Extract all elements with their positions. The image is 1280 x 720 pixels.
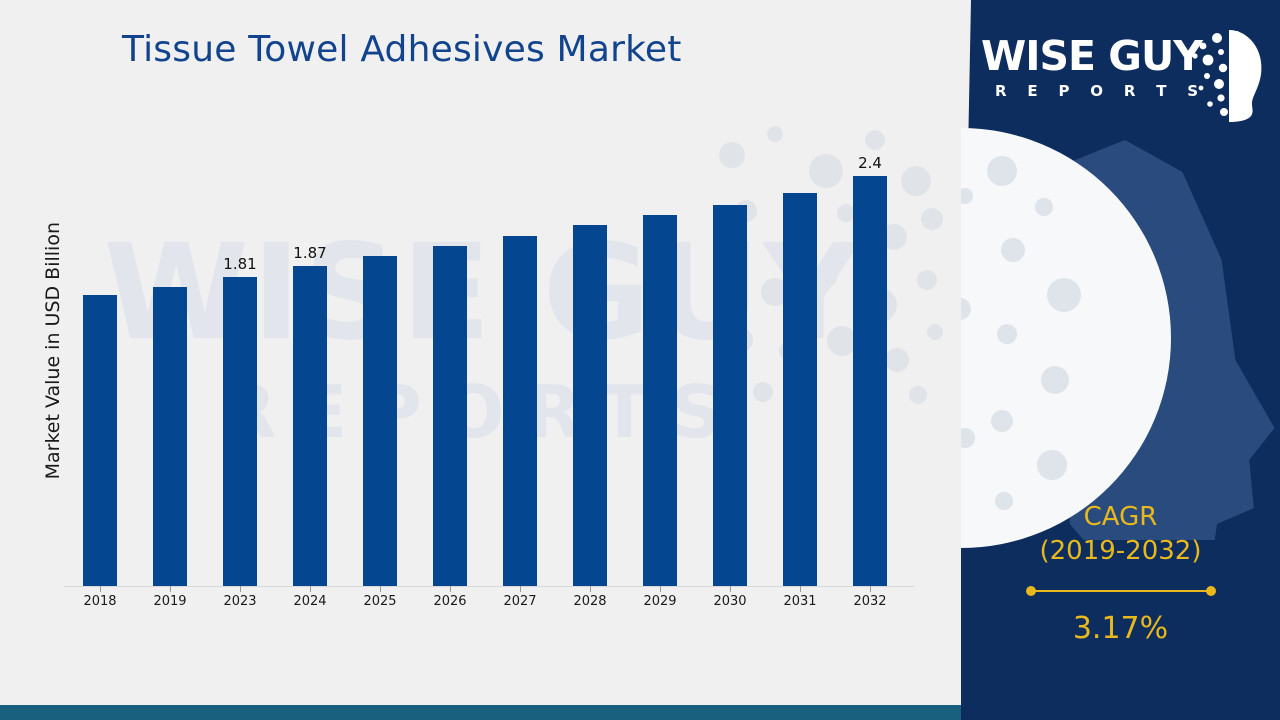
x-tick-2024: [310, 586, 311, 592]
cagr-label: CAGR: [1083, 502, 1158, 532]
x-axis-label-2028: 2028: [573, 594, 607, 609]
x-tick-2031: [800, 586, 801, 592]
x-tick-2019: [170, 586, 171, 592]
cagr-value: 3.17%: [1072, 610, 1169, 646]
bottom-accent-strip: [0, 705, 965, 720]
x-tick-2028: [590, 586, 591, 592]
bar-2023: [223, 276, 257, 586]
y-axis-label-text: Market Value in USD Billion: [42, 222, 64, 480]
logo-subtitle: R E P O R T S: [995, 82, 1206, 100]
bar-value-label-2032: 2.4: [858, 153, 882, 172]
divider-line: [1031, 589, 1210, 592]
chart-panel: WISE GUY REPORTS Tissue Towel Adhesives …: [0, 0, 965, 720]
bar-value-label-2023: 1.81: [223, 254, 257, 273]
x-tick-2023: [240, 586, 241, 592]
x-axis-label-2029: 2029: [643, 594, 677, 609]
x-tick-2030: [730, 586, 731, 592]
bar-series: 1.81 1.87 2.4: [64, 150, 924, 586]
x-tick-2025: [380, 586, 381, 592]
x-axis-label-2030: 2030: [713, 594, 747, 609]
chart-title: Tissue Towel Adhesives Market: [122, 29, 682, 70]
x-axis-label-2019: 2019: [153, 594, 187, 609]
x-axis-label-2027: 2027: [503, 594, 537, 609]
x-tick-2027: [520, 586, 521, 592]
x-tick-2029: [660, 586, 661, 592]
x-tick-2032: [870, 586, 871, 592]
bar-2025: [363, 256, 397, 586]
x-tick-2026: [450, 586, 451, 592]
bar-2026: [433, 245, 467, 586]
divider-dot-right: [1205, 585, 1216, 596]
bar-2030: [713, 204, 747, 586]
cagr-period: (2019-2032): [1039, 536, 1202, 567]
x-axis-label-2032: 2032: [853, 594, 887, 609]
bar-value-label-2024: 1.87: [293, 244, 327, 263]
x-tick-2018: [100, 586, 101, 592]
bar-2027: [503, 235, 537, 586]
bar-2031: [783, 192, 817, 586]
x-axis-label-2025: 2025: [363, 594, 397, 609]
x-axis-label-2026: 2026: [433, 594, 467, 609]
x-axis-label-2031: 2031: [783, 594, 817, 609]
logo-head-icon: [1192, 30, 1262, 122]
plot-area: 1.81 1.87 2.4: [64, 150, 924, 586]
bar-2018: [83, 295, 117, 586]
bar-2024: [293, 266, 327, 586]
y-axis-label: Market Value in USD Billion: [22, 0, 64, 479]
bar-2019: [153, 286, 187, 586]
logo-wordmark: WISE GUY: [981, 32, 1203, 80]
bar-2028: [573, 225, 607, 586]
cagr-title: CAGR (2019-2032): [961, 500, 1280, 569]
bar-2029: [643, 214, 677, 586]
cagr-divider: [1025, 585, 1216, 597]
x-axis-label-2018: 2018: [83, 594, 117, 609]
bar-2032: [853, 175, 887, 586]
circle-dot-cluster: [961, 128, 1171, 548]
x-axis-label-2024: 2024: [293, 594, 327, 609]
x-axis-line: [64, 586, 914, 587]
divider-dot-left: [1025, 585, 1036, 596]
brand-panel: WISE GUY R E P O R T S CAGR (2019-2032): [961, 0, 1280, 720]
cagr-block: CAGR (2019-2032) 3.17%: [961, 500, 1280, 646]
x-axis-label-2023: 2023: [223, 594, 257, 609]
logo: WISE GUY R E P O R T S: [973, 30, 1273, 122]
